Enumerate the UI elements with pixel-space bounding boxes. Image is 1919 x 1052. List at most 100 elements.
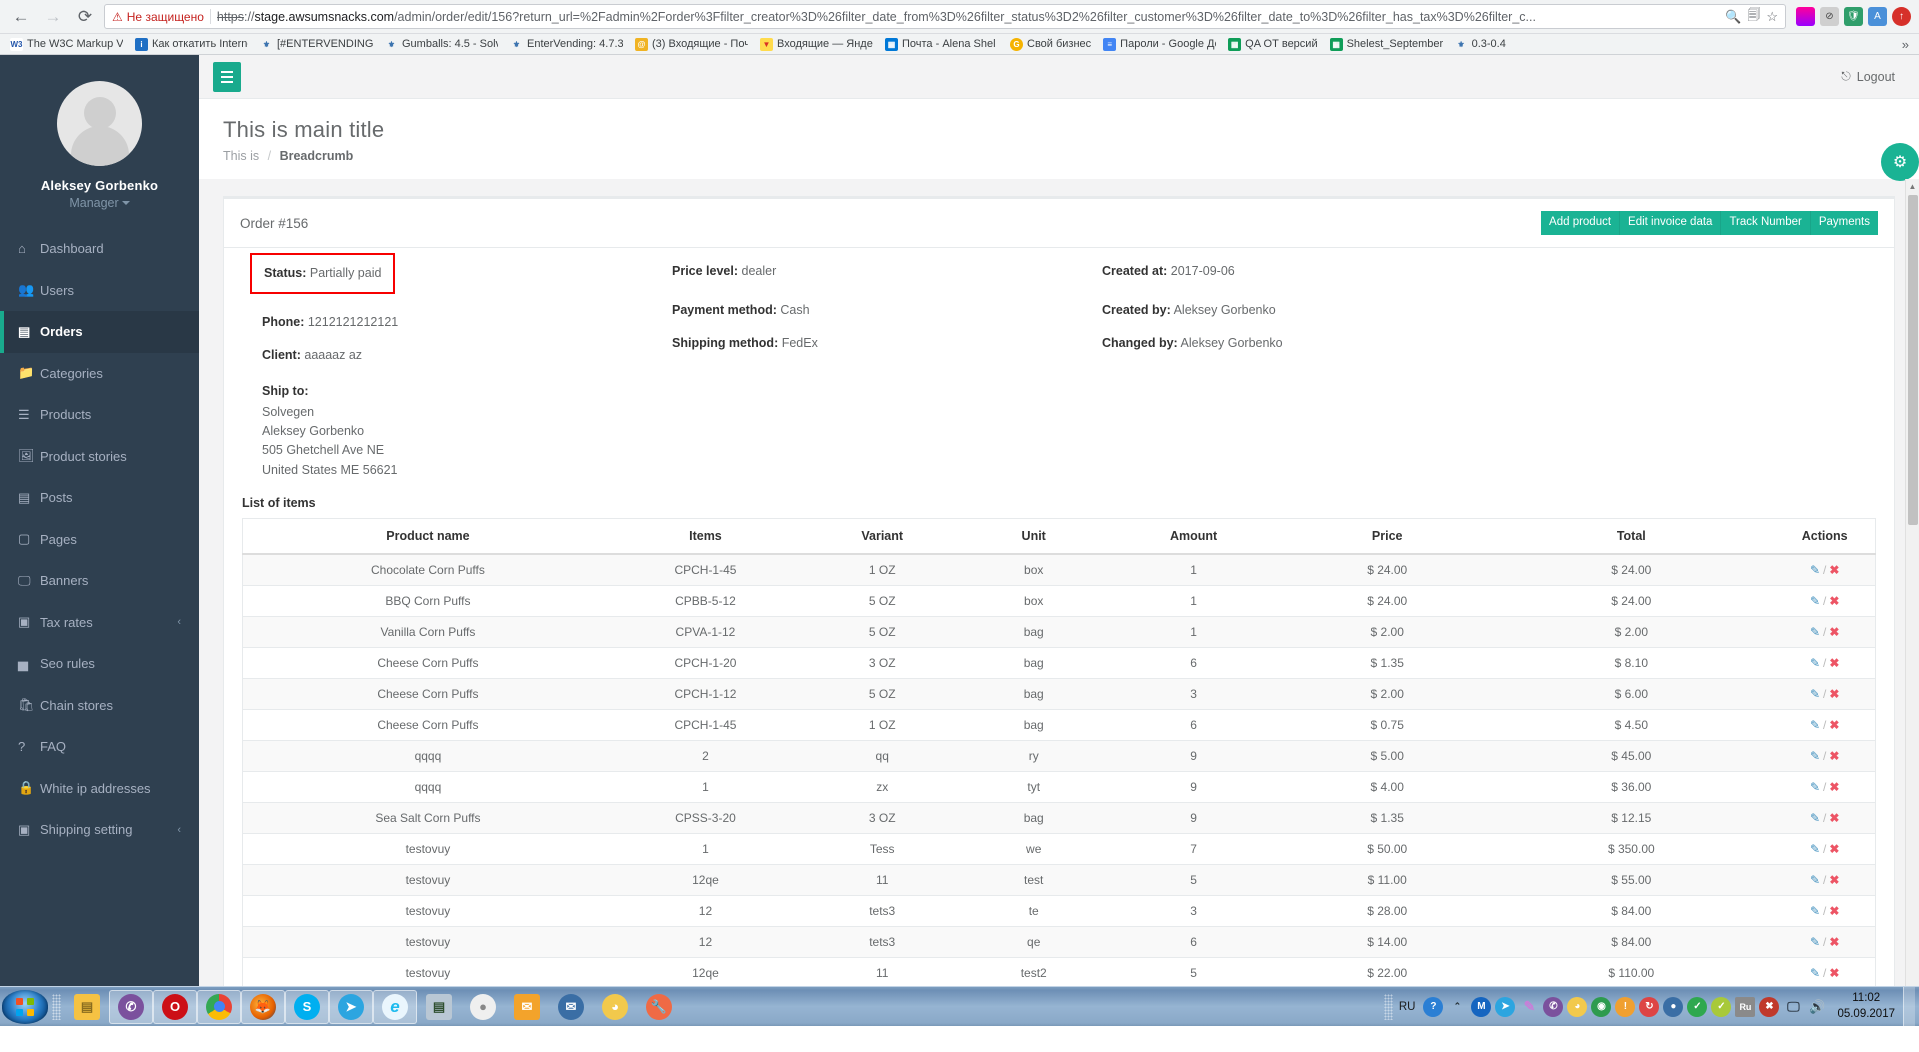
avatar[interactable]: [57, 81, 142, 166]
pencil-icon[interactable]: ✎: [1809, 563, 1821, 578]
bookmark-item[interactable]: ≡ Пароли - Google До: [1097, 37, 1222, 51]
delete-x-icon[interactable]: ✖: [1829, 563, 1840, 578]
taskbar-telegram-icon[interactable]: ➤: [329, 989, 373, 1024]
sidebar-item-faq[interactable]: ? FAQ: [0, 726, 199, 768]
breadcrumb-root[interactable]: This is: [223, 149, 260, 164]
sidebar-profile[interactable]: Aleksey Gorbenko Manager: [0, 55, 199, 228]
taskbar-internet-explorer-icon[interactable]: e: [373, 989, 417, 1024]
bookmark-item[interactable]: ⚜ Gumballs: 4.5 - Solve: [379, 38, 504, 51]
sidebar-item-white-ip-addresses[interactable]: 🔒 White ip addresses: [0, 768, 199, 810]
taskbar-grip[interactable]: [52, 993, 61, 1020]
pencil-icon[interactable]: ✎: [1809, 594, 1821, 609]
pencil-icon[interactable]: ✎: [1809, 625, 1821, 640]
back-arrow-icon[interactable]: ←: [12, 6, 30, 26]
sidebar-item-pages[interactable]: ▢ Pages: [0, 519, 199, 561]
tray-grip[interactable]: [1383, 993, 1393, 1020]
taskbar-clock[interactable]: 11:02 05.09.2017: [1837, 991, 1895, 1022]
sidebar-item-shipping-setting[interactable]: ▣ Shipping setting ‹: [0, 809, 199, 851]
taskbar-viber-icon[interactable]: ✆: [109, 989, 153, 1024]
chrome-tray-icon[interactable]: ◉: [1591, 996, 1612, 1017]
delete-x-icon[interactable]: ✖: [1829, 687, 1840, 702]
sidebar-item-banners[interactable]: 🖵 Banners: [0, 560, 199, 602]
scrollbar-thumb[interactable]: [1908, 195, 1918, 526]
warning-tray-icon[interactable]: !: [1615, 996, 1636, 1017]
keyboard-layout-icon[interactable]: Ru: [1735, 996, 1756, 1017]
delete-x-icon[interactable]: ✖: [1829, 873, 1840, 888]
pencil-icon[interactable]: ✎: [1809, 718, 1821, 733]
bookmark-item[interactable]: ⚜ [#ENTERVENDING-36: [254, 38, 379, 51]
check-tray-icon[interactable]: ✓: [1687, 996, 1708, 1017]
taskbar-thunderbird-icon[interactable]: ✉: [549, 990, 593, 1024]
forward-arrow-icon[interactable]: →: [44, 6, 62, 26]
taskbar-firefox-icon[interactable]: 🦊: [241, 989, 285, 1024]
pencil-icon[interactable]: ✎: [1809, 966, 1821, 981]
bookmark-item[interactable]: ▦ Shelest_September: [1324, 37, 1449, 51]
sidebar-item-product-stories[interactable]: 🖼 Product stories: [0, 436, 199, 478]
taskbar-skype-icon[interactable]: S: [285, 989, 329, 1024]
edit-invoice-data-button[interactable]: Edit invoice data: [1619, 211, 1721, 236]
taskbar-recorder-icon[interactable]: ●: [461, 990, 505, 1024]
bookmark-item[interactable]: ▦ Почта - Alena Shel -: [879, 37, 1004, 51]
delete-x-icon[interactable]: ✖: [1829, 656, 1840, 671]
taskbar-paint-icon[interactable]: ◕: [593, 990, 637, 1024]
track-number-button[interactable]: Track Number: [1720, 211, 1810, 236]
bookmark-item[interactable]: ▼ Входящие — Яндекс: [754, 37, 879, 51]
delete-x-icon[interactable]: ✖: [1829, 904, 1840, 919]
tray-expand-icon[interactable]: ⌃: [1453, 1001, 1462, 1011]
pencil-icon[interactable]: ✎: [1809, 749, 1821, 764]
volume-icon[interactable]: 🔊: [1809, 998, 1826, 1014]
leaf-tray-icon[interactable]: ✓: [1711, 996, 1732, 1017]
help-icon[interactable]: ?: [1423, 996, 1444, 1017]
taskbar-calculator-icon[interactable]: ▤: [417, 990, 461, 1024]
monitor-tray-icon[interactable]: 🖵: [1787, 998, 1800, 1014]
pencil-icon[interactable]: ✎: [1809, 935, 1821, 950]
bookmark-item[interactable]: @ (3) Входящие - Почт: [629, 37, 754, 51]
pencil-icon[interactable]: ✎: [1809, 656, 1821, 671]
bookmark-item[interactable]: i Как откатить Interne: [129, 37, 254, 51]
pencil-icon[interactable]: ✎: [1809, 811, 1821, 826]
hamburger-icon[interactable]: [213, 61, 241, 92]
paint-tray-icon[interactable]: ◕: [1567, 996, 1588, 1017]
pencil-icon[interactable]: ✎: [1809, 904, 1821, 919]
viber-tray-icon[interactable]: ✆: [1543, 996, 1564, 1017]
bookmark-item[interactable]: ⚜ 0.3-0.4: [1449, 38, 1512, 51]
windows-start-icon[interactable]: [2, 989, 48, 1024]
scroll-up-arrow-icon[interactable]: ▲: [1908, 181, 1917, 191]
delete-x-icon[interactable]: ✖: [1829, 935, 1840, 950]
pencil-icon[interactable]: ✎: [1809, 842, 1821, 857]
bookmark-item[interactable]: ▦ QA ОТ версий: [1222, 37, 1323, 51]
delete-x-icon[interactable]: ✖: [1829, 842, 1840, 857]
delete-x-icon[interactable]: ✖: [1829, 749, 1840, 764]
taskbar-tool-icon[interactable]: 🔧: [637, 990, 681, 1024]
security-warning[interactable]: ⚠ Не защищено: [112, 10, 204, 24]
reload-icon[interactable]: ⟳: [77, 6, 93, 26]
delete-x-icon[interactable]: ✖: [1829, 966, 1840, 981]
bookmarks-overflow-button[interactable]: »: [1901, 36, 1909, 52]
telegram-tray-icon[interactable]: ➤: [1495, 996, 1516, 1017]
bookmark-item[interactable]: W3 The W3C Markup Val: [4, 37, 129, 51]
avast-off-icon[interactable]: A: [1868, 7, 1887, 26]
red-circle-extension-icon[interactable]: ↑: [1892, 7, 1911, 26]
sidebar-item-users[interactable]: 👥 Users: [0, 270, 199, 312]
vertical-scrollbar[interactable]: ▲: [1905, 179, 1919, 1026]
shield-extension-icon[interactable]: 🛡: [1844, 7, 1863, 26]
taskbar-chrome-icon[interactable]: [197, 989, 241, 1024]
tray-language-label[interactable]: RU: [1398, 1000, 1416, 1013]
sidebar-item-orders[interactable]: ▤ Orders: [0, 311, 199, 353]
delete-x-icon[interactable]: ✖: [1829, 811, 1840, 826]
gradient-extension-icon[interactable]: [1796, 7, 1815, 26]
sidebar-item-dashboard[interactable]: ⌂ Dashboard: [0, 228, 199, 270]
taskbar-explorer-icon[interactable]: ▤: [65, 990, 109, 1024]
star-icon[interactable]: ☆: [1766, 8, 1778, 24]
blue-ball-tray-icon[interactable]: ●: [1663, 996, 1684, 1017]
add-product-button[interactable]: Add product: [1541, 211, 1620, 236]
profile-role-row[interactable]: Manager: [0, 196, 199, 210]
adblock-off-icon[interactable]: ⊘: [1820, 7, 1839, 26]
delete-x-icon[interactable]: ✖: [1829, 780, 1840, 795]
sidebar-item-chain-stores[interactable]: 🛍 Chain stores: [0, 685, 199, 727]
delete-x-icon[interactable]: ✖: [1829, 718, 1840, 733]
taskbar-opera-icon[interactable]: O: [153, 989, 197, 1024]
network-error-icon[interactable]: ✖: [1759, 996, 1780, 1017]
translate-icon[interactable]: 🗐: [1747, 6, 1761, 22]
pen-tray-icon[interactable]: ✎: [1523, 998, 1536, 1014]
